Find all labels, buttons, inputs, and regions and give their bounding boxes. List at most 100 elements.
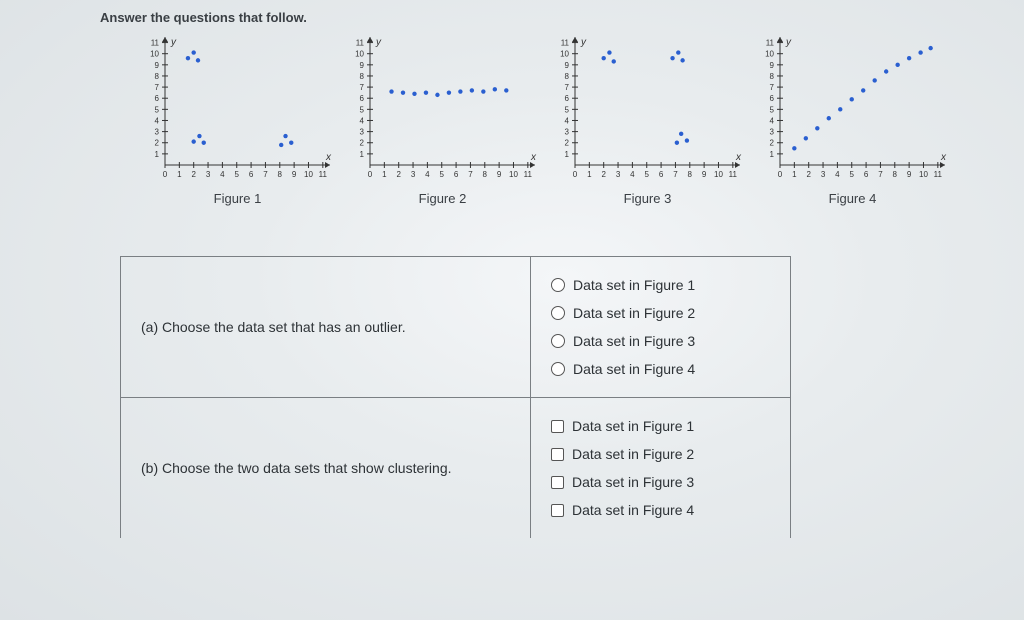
svg-text:10: 10 — [509, 170, 518, 179]
svg-text:3: 3 — [155, 128, 160, 137]
svg-text:10: 10 — [304, 170, 313, 179]
svg-text:9: 9 — [292, 170, 297, 179]
svg-text:3: 3 — [565, 128, 570, 137]
svg-text:6: 6 — [864, 170, 869, 179]
svg-text:5: 5 — [850, 170, 855, 179]
svg-text:1: 1 — [792, 170, 797, 179]
svg-text:11: 11 — [151, 39, 160, 48]
svg-text:6: 6 — [454, 170, 459, 179]
svg-text:5: 5 — [770, 105, 775, 114]
svg-text:6: 6 — [360, 94, 365, 103]
checkbox-option[interactable]: Data set in Figure 2 — [551, 440, 770, 468]
svg-text:y: y — [785, 37, 792, 48]
svg-text:5: 5 — [235, 170, 240, 179]
svg-text:2: 2 — [806, 170, 811, 179]
scatter-plot: 012345678910111234567891011xy — [550, 33, 745, 183]
option-label: Data set in Figure 2 — [572, 446, 694, 462]
instructions-text: Answer the questions that follow. — [100, 10, 994, 25]
svg-text:2: 2 — [396, 170, 401, 179]
svg-text:9: 9 — [565, 61, 570, 70]
svg-text:3: 3 — [770, 128, 775, 137]
svg-text:x: x — [735, 152, 742, 163]
svg-text:9: 9 — [155, 61, 160, 70]
svg-text:x: x — [940, 152, 947, 163]
radio-icon — [551, 334, 565, 348]
svg-text:9: 9 — [497, 170, 502, 179]
radio-option[interactable]: Data set in Figure 4 — [551, 355, 770, 383]
question-row: (b) Choose the two data sets that show c… — [121, 398, 791, 539]
svg-text:1: 1 — [177, 170, 182, 179]
svg-text:11: 11 — [934, 170, 943, 179]
radio-icon — [551, 278, 565, 292]
scatter-plot: 012345678910111234567891011xy — [345, 33, 540, 183]
radio-option[interactable]: Data set in Figure 3 — [551, 327, 770, 355]
question-row: (a) Choose the data set that has an outl… — [121, 257, 791, 398]
option-label: Data set in Figure 2 — [573, 305, 695, 321]
svg-text:1: 1 — [770, 150, 775, 159]
svg-text:0: 0 — [573, 170, 578, 179]
svg-text:7: 7 — [878, 170, 883, 179]
figure-block: 012345678910111234567891011xyFigure 3 — [550, 33, 745, 206]
svg-text:4: 4 — [220, 170, 225, 179]
figure-caption: Figure 4 — [829, 191, 877, 206]
options-cell: Data set in Figure 1 Data set in Figure 2… — [531, 398, 791, 539]
svg-text:0: 0 — [163, 170, 168, 179]
svg-text:2: 2 — [360, 139, 365, 148]
figure-block: 012345678910111234567891011xyFigure 1 — [140, 33, 335, 206]
svg-text:7: 7 — [565, 83, 570, 92]
svg-text:9: 9 — [702, 170, 707, 179]
figure-caption: Figure 2 — [419, 191, 467, 206]
svg-text:4: 4 — [425, 170, 430, 179]
svg-text:5: 5 — [155, 105, 160, 114]
svg-text:10: 10 — [919, 170, 928, 179]
svg-text:3: 3 — [206, 170, 211, 179]
svg-text:1: 1 — [155, 150, 160, 159]
svg-text:x: x — [530, 152, 537, 163]
svg-text:1: 1 — [565, 150, 570, 159]
svg-text:11: 11 — [561, 39, 570, 48]
svg-text:9: 9 — [770, 61, 775, 70]
radio-icon — [551, 362, 565, 376]
svg-text:10: 10 — [560, 50, 569, 59]
radio-option[interactable]: Data set in Figure 1 — [551, 271, 770, 299]
svg-text:11: 11 — [524, 170, 533, 179]
checkbox-icon — [551, 448, 564, 461]
questions-table: (a) Choose the data set that has an outl… — [120, 256, 791, 538]
svg-text:8: 8 — [565, 72, 570, 81]
svg-text:9: 9 — [360, 61, 365, 70]
svg-text:7: 7 — [468, 170, 473, 179]
svg-text:1: 1 — [587, 170, 592, 179]
svg-text:8: 8 — [278, 170, 283, 179]
svg-text:0: 0 — [368, 170, 373, 179]
option-label: Data set in Figure 1 — [573, 277, 695, 293]
svg-text:4: 4 — [630, 170, 635, 179]
svg-text:y: y — [580, 37, 587, 48]
svg-text:5: 5 — [360, 105, 365, 114]
figures-row: 012345678910111234567891011xyFigure 1012… — [140, 33, 994, 206]
checkbox-icon — [551, 420, 564, 433]
option-label: Data set in Figure 1 — [572, 418, 694, 434]
figure-block: 012345678910111234567891011xyFigure 2 — [345, 33, 540, 206]
svg-text:10: 10 — [765, 50, 774, 59]
page-root: Answer the questions that follow. 012345… — [0, 0, 1024, 620]
svg-text:y: y — [170, 37, 177, 48]
option-label: Data set in Figure 3 — [572, 474, 694, 490]
svg-text:11: 11 — [319, 170, 328, 179]
svg-text:8: 8 — [483, 170, 488, 179]
question-prompt: (a) Choose the data set that has an outl… — [121, 257, 531, 398]
svg-text:7: 7 — [263, 170, 268, 179]
scatter-plot: 012345678910111234567891011xy — [140, 33, 335, 183]
svg-text:5: 5 — [565, 105, 570, 114]
svg-text:7: 7 — [770, 83, 775, 92]
svg-text:6: 6 — [155, 94, 160, 103]
checkbox-option[interactable]: Data set in Figure 1 — [551, 412, 770, 440]
checkbox-option[interactable]: Data set in Figure 4 — [551, 496, 770, 524]
svg-text:3: 3 — [360, 128, 365, 137]
svg-text:5: 5 — [645, 170, 650, 179]
checkbox-option[interactable]: Data set in Figure 3 — [551, 468, 770, 496]
svg-text:2: 2 — [601, 170, 606, 179]
figure-block: 012345678910111234567891011xyFigure 4 — [755, 33, 950, 206]
radio-option[interactable]: Data set in Figure 2 — [551, 299, 770, 327]
svg-text:3: 3 — [616, 170, 621, 179]
svg-text:6: 6 — [770, 94, 775, 103]
